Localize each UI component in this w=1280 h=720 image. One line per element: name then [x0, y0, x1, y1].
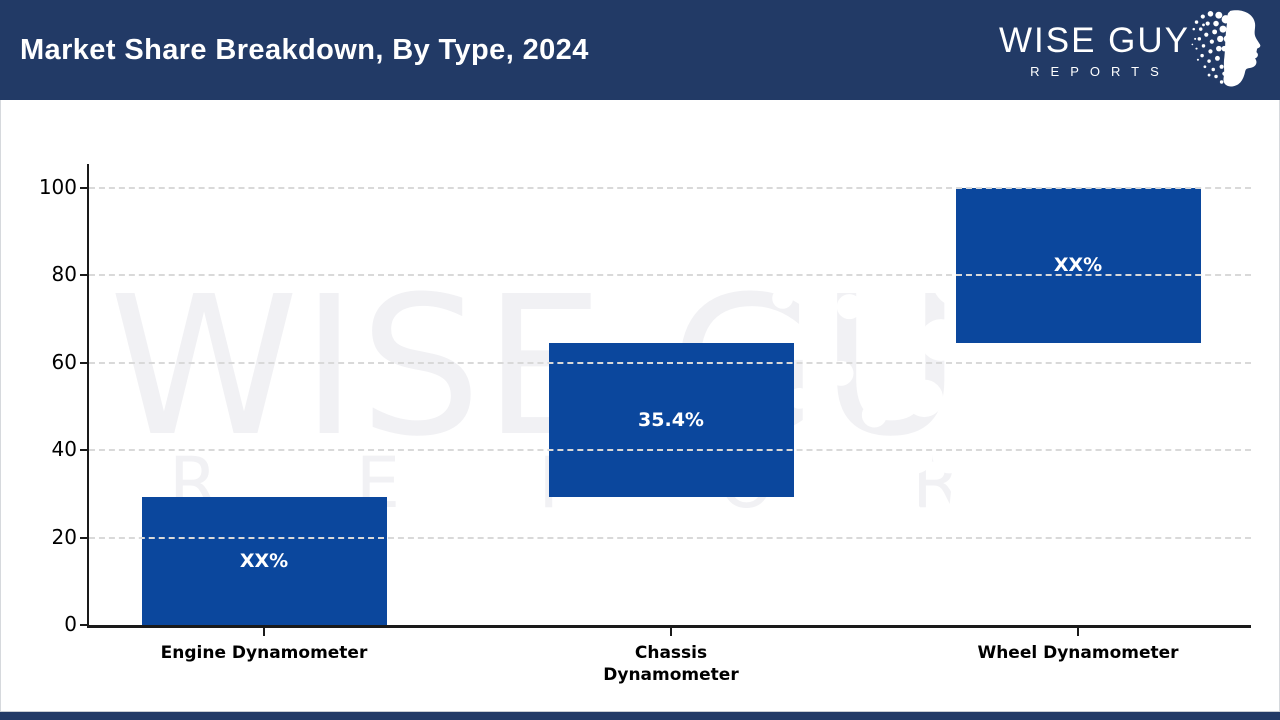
x-tick-label: Chassis Dynamometer: [603, 643, 739, 685]
gridline: [89, 536, 1251, 539]
gridline: [89, 187, 1251, 189]
footer-bar: [0, 712, 1280, 720]
bar-value-label: 35.4%: [638, 409, 704, 432]
x-axis-spine: [87, 625, 1251, 628]
bar-value-label: XX%: [1053, 254, 1103, 277]
logo-head-dots-icon: [1191, 10, 1261, 87]
y-tick-mark: [80, 624, 88, 626]
y-tick-mark: [80, 536, 88, 539]
y-tick-label: 0: [64, 612, 77, 636]
gridline: [89, 274, 1251, 277]
x-tick-label: Engine Dynamometer: [160, 643, 368, 663]
y-tick-label: 100: [38, 175, 77, 199]
y-tick-label: 60: [51, 349, 77, 374]
y-tick-mark: [80, 361, 88, 364]
page-title: Market Share Breakdown, By Type, 2024: [20, 33, 589, 66]
x-tick-mark: [670, 628, 672, 636]
x-tick-mark: [263, 628, 265, 636]
y-tick-mark: [80, 274, 88, 277]
y-tick-label: 80: [51, 262, 77, 287]
gridline: [89, 449, 1251, 452]
logo-wordmark: WISE GUY REPORTS: [999, 21, 1190, 79]
header-bar: Market Share Breakdown, By Type, 2024 WI…: [0, 0, 1280, 100]
footer-divider: [0, 711, 1280, 712]
chart-area: WISE GUY R E P O R T S 020406080100XX%En…: [0, 100, 1280, 711]
bar-value-label: XX%: [239, 550, 289, 573]
bar: 35.4%: [548, 342, 794, 498]
logo-wordmark-main: WISE GUY: [998, 21, 1190, 60]
x-tick-label: Wheel Dynamometer: [977, 643, 1179, 663]
y-tick-mark: [80, 449, 88, 452]
y-tick-label: 40: [51, 437, 77, 462]
logo-wordmark-sub: REPORTS: [1030, 64, 1170, 79]
y-tick-mark: [80, 187, 88, 189]
x-tick-mark: [1077, 628, 1079, 636]
bar: XX%: [141, 497, 387, 625]
brand-logo: WISE GUY REPORTS: [999, 8, 1262, 92]
y-tick-label: 20: [51, 524, 77, 549]
bar: XX%: [955, 188, 1201, 343]
y-axis-spine: [87, 164, 89, 628]
gridline: [89, 361, 1251, 364]
